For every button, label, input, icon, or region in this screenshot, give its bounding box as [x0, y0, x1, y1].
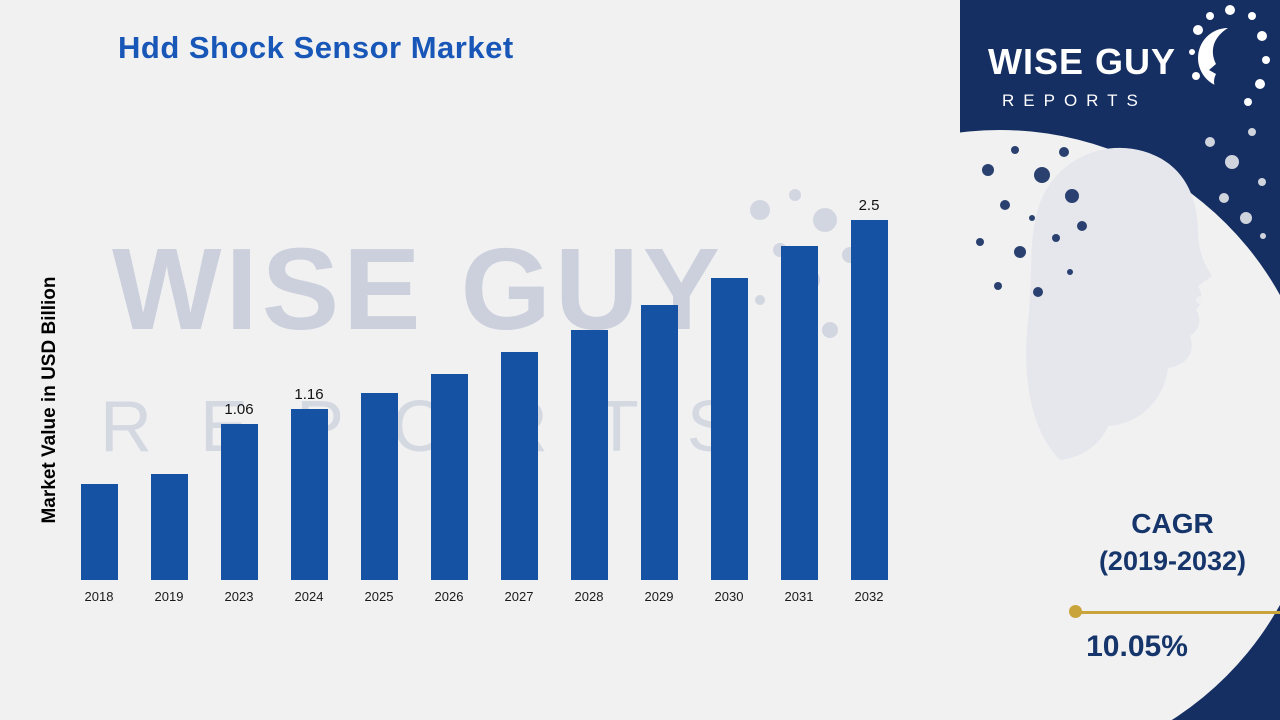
bar-group: 2018 2019 1.06 2023 1.16 2024 2025 2026 2027 2028…: [64, 197, 904, 604]
bar: [500, 352, 538, 580]
bar-value-label: 1.16: [294, 386, 324, 403]
bar-slot: 2028: [554, 197, 624, 604]
bar: [710, 278, 748, 580]
panel-dots-light: [1196, 128, 1266, 325]
gold-divider-dot: [1069, 605, 1082, 618]
x-tick-label: 2024: [294, 589, 324, 604]
bar-slot: 2.5 2032: [834, 197, 904, 604]
x-tick-label: 2032: [854, 589, 884, 604]
logo-wordmark: WISE GUY: [988, 41, 1176, 82]
bar: [640, 305, 678, 580]
cagr-label: CAGR: [1131, 508, 1214, 539]
logo-face-icon: [1189, 5, 1270, 106]
x-tick-label: 2018: [84, 589, 114, 604]
bar-slot: 1.06 2023: [204, 197, 274, 604]
page-title: Hdd Shock Sensor Market: [118, 30, 514, 65]
x-tick-label: 2023: [224, 589, 254, 604]
x-tick-label: 2027: [504, 589, 534, 604]
bar-slot: 2019: [134, 197, 204, 604]
bar: [360, 393, 398, 580]
bar: [570, 330, 608, 580]
x-tick-label: 2028: [574, 589, 604, 604]
bar: [150, 474, 188, 580]
bar: [430, 374, 468, 580]
bar-slot: 2031: [764, 197, 834, 604]
hair-dots-dark: [976, 146, 1087, 297]
face-profile-silhouette: [1026, 147, 1212, 461]
cagr-block: CAGR (2019-2032): [1075, 506, 1270, 580]
x-tick-label: 2030: [714, 589, 744, 604]
x-tick-label: 2026: [434, 589, 464, 604]
brand-panel: WISE GUY REPORTS: [960, 0, 1280, 720]
bar-slot: 2027: [484, 197, 554, 604]
x-tick-label: 2029: [644, 589, 674, 604]
y-axis-label: Market Value in USD Billion: [39, 276, 60, 524]
bar-slot: 2018: [64, 197, 134, 604]
logo: WISE GUY REPORTS: [988, 5, 1270, 110]
bar: [850, 220, 888, 580]
bar-value-label: 2.5: [858, 197, 880, 214]
bar: [80, 484, 118, 580]
x-tick-label: 2031: [784, 589, 814, 604]
bar: [290, 409, 328, 580]
x-tick-label: 2019: [154, 589, 184, 604]
bar-value-label: 1.06: [224, 401, 254, 418]
bar-slot: 1.16 2024: [274, 197, 344, 604]
bar: [220, 424, 258, 580]
bar: [780, 246, 818, 580]
bar-slot: 2026: [414, 197, 484, 604]
cagr-range: (2019-2032): [1098, 546, 1247, 576]
gold-divider-line: [1076, 611, 1280, 614]
x-tick-label: 2025: [364, 589, 394, 604]
bar-slot: 2030: [694, 197, 764, 604]
logo-subtitle: REPORTS: [1002, 91, 1147, 110]
bar-slot: 2025: [344, 197, 414, 604]
bar-slot: 2029: [624, 197, 694, 604]
cagr-value: 10.05%: [1086, 630, 1188, 663]
